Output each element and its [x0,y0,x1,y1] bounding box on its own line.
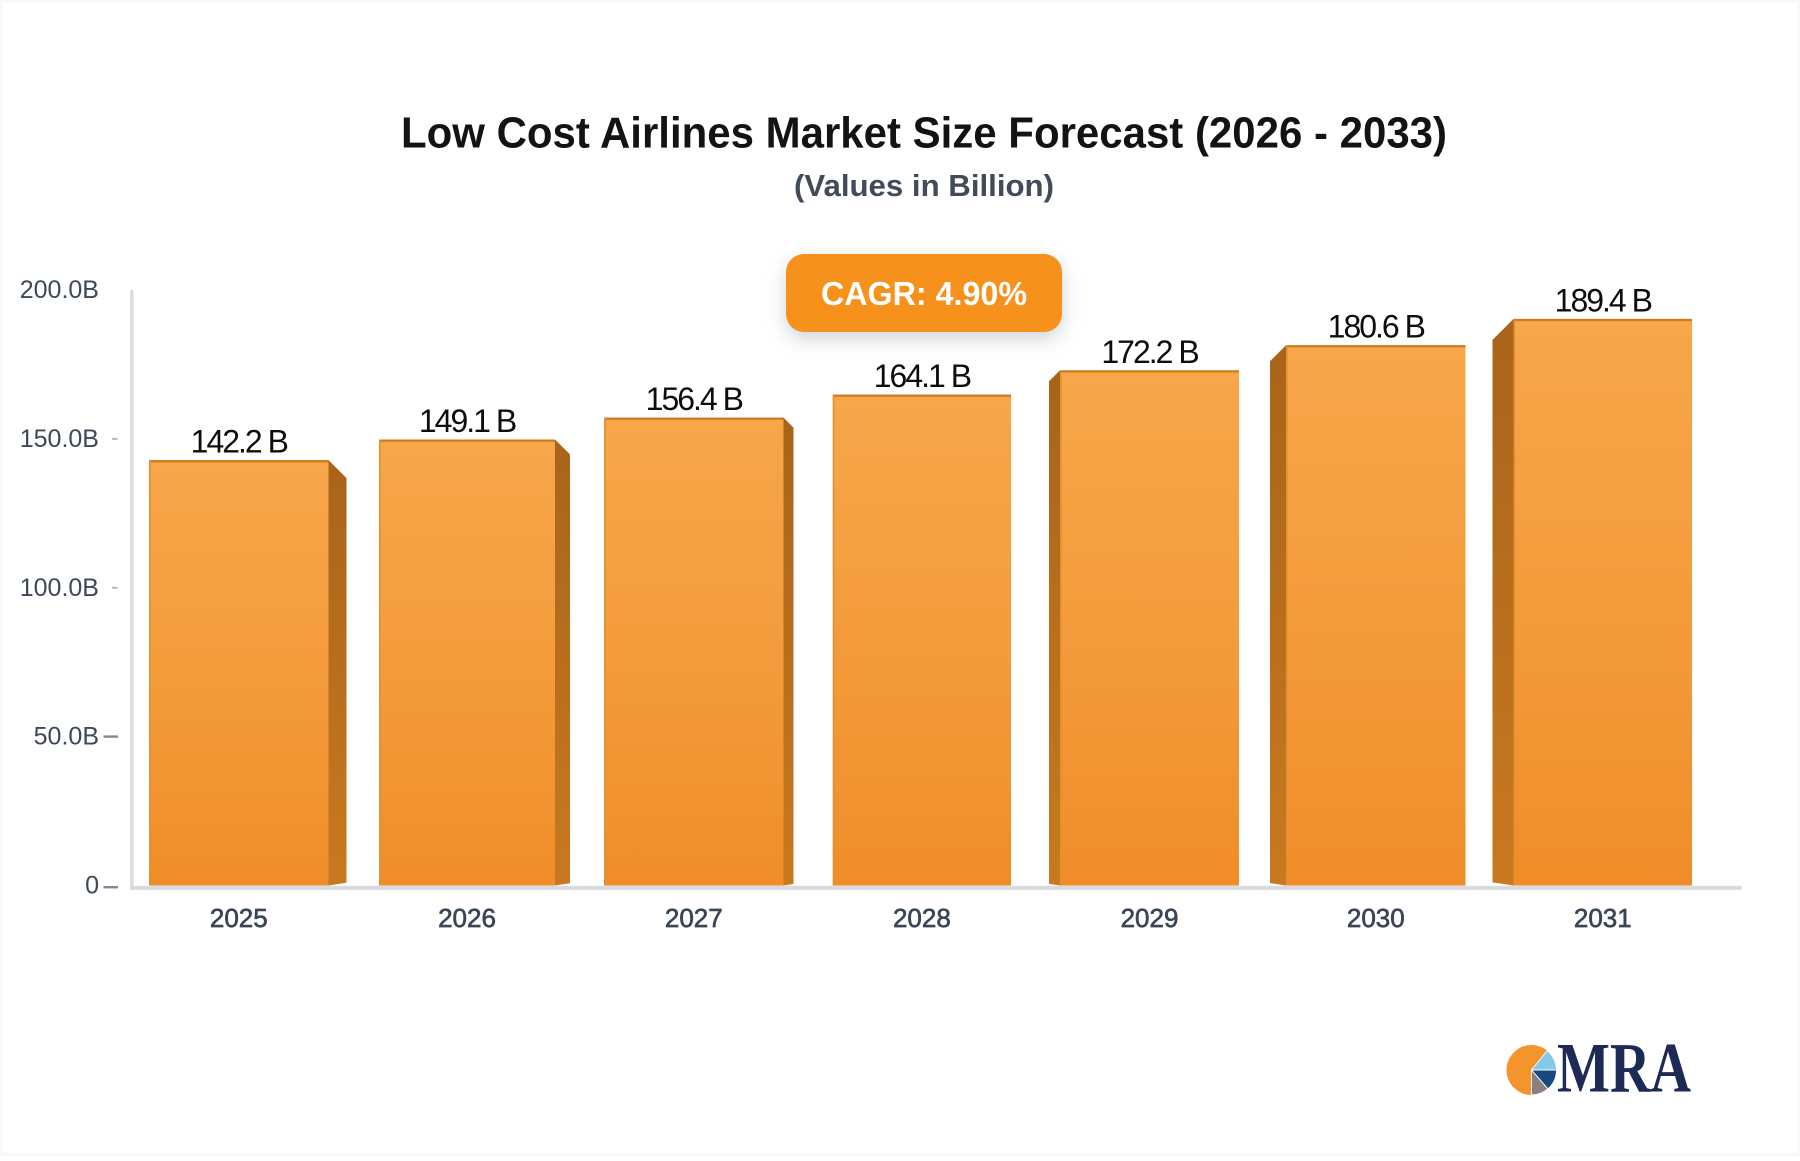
svg-text:2031: 2031 [1574,903,1632,933]
svg-text:156.4 B: 156.4 B [646,381,743,417]
svg-text:142.2 B: 142.2 B [191,424,288,460]
svg-text:50.0B: 50.0B [34,723,99,751]
svg-text:2028: 2028 [893,903,951,933]
svg-text:100.0B: 100.0B [20,574,99,602]
svg-text:150.0B: 150.0B [20,425,99,453]
svg-text:2029: 2029 [1121,903,1179,933]
svg-text:CAGR: 4.90%: CAGR: 4.90% [821,275,1027,312]
svg-text:Low Cost Airlines Market Size: Low Cost Airlines Market Size Forecast (… [401,110,1447,158]
svg-text:164.1 B: 164.1 B [874,358,971,394]
svg-text:149.1 B: 149.1 B [419,403,516,439]
svg-text:172.2 B: 172.2 B [1101,334,1198,370]
svg-text:0: 0 [85,872,99,900]
svg-text:2025: 2025 [210,903,268,933]
svg-text:MRA: MRA [1557,1030,1691,1108]
svg-text:200.0B: 200.0B [20,276,99,304]
svg-text:(Values in Billion): (Values in Billion) [794,168,1054,203]
svg-text:189.4 B: 189.4 B [1555,282,1652,318]
svg-text:180.6 B: 180.6 B [1328,309,1425,345]
svg-text:2030: 2030 [1347,903,1405,933]
svg-text:2027: 2027 [665,903,723,933]
svg-text:2026: 2026 [438,903,496,933]
